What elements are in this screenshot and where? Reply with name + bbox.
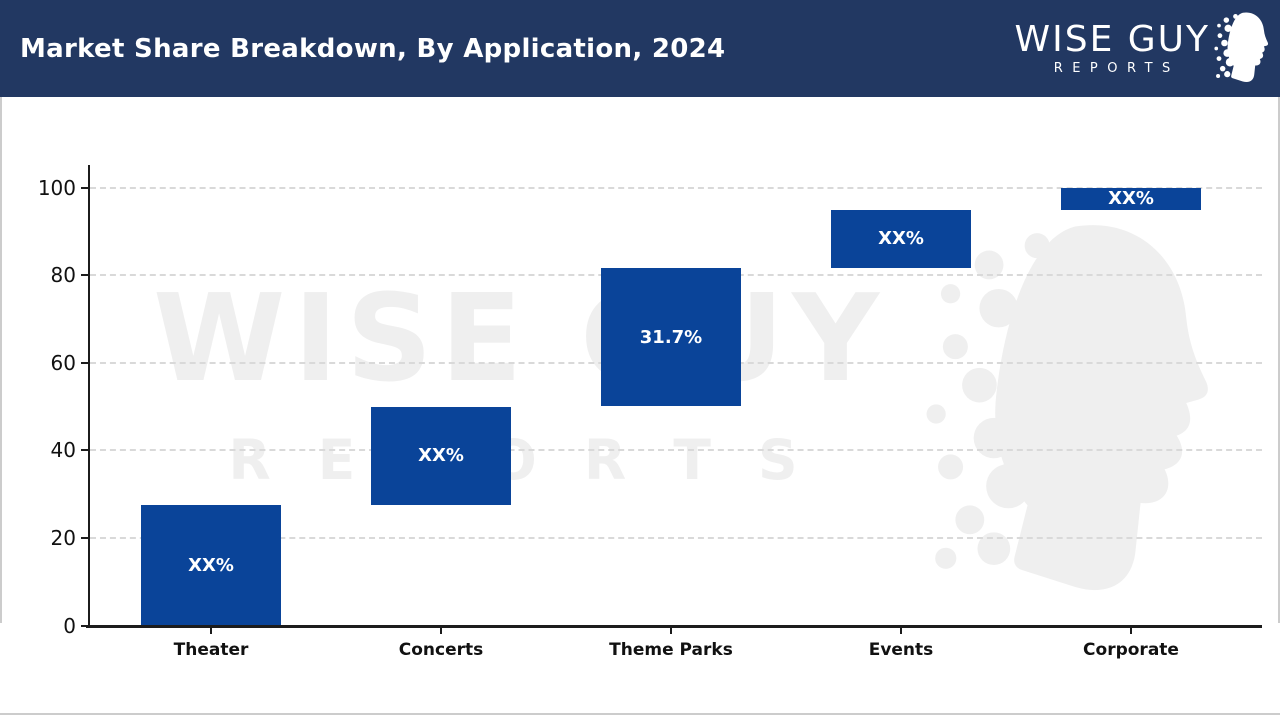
x-tick-mark-4 (900, 628, 902, 634)
logo-head-icon (1214, 12, 1269, 83)
y-tick-label-100: 100 (37, 175, 76, 200)
y-tick-label-60: 60 (50, 350, 76, 375)
gridline-40 (90, 449, 1262, 452)
wiseguy-logo: WISE GUY REPORTS (1015, 10, 1271, 87)
y-tick-mark-100 (81, 186, 89, 189)
y-tick-label-20: 20 (50, 525, 76, 550)
page-title: Market Share Breakdown, By Application, … (20, 33, 726, 64)
wiseguy-logo-text: WISE GUY REPORTS (1015, 21, 1211, 76)
y-tick-label-0: 0 (63, 613, 76, 638)
x-tick-label-5: Corporate (1083, 640, 1179, 660)
bar-value-label: XX% (1108, 188, 1154, 210)
bar-concerts: XX% (371, 406, 511, 506)
x-tick-label-1: Theater (173, 640, 249, 660)
logo-wordmark: WISE GUY (1014, 19, 1210, 61)
watermark-subtitle: R E P O R T S (228, 428, 812, 492)
y-tick-mark-60 (81, 361, 89, 364)
x-tick-mark-3 (670, 628, 672, 634)
bar-theme-parks: 31.7% (601, 267, 741, 407)
logo-subtitle: REPORTS (1053, 60, 1180, 76)
y-tick-mark-40 (81, 449, 89, 452)
x-tick-mark-1 (210, 628, 212, 634)
x-tick-label-4: Events (868, 640, 934, 660)
page-border-bottom (0, 713, 1280, 715)
y-tick-label-40: 40 (50, 438, 76, 463)
watermark-wordmark: WISE GUY (152, 270, 888, 409)
bar-value-label: XX% (188, 554, 234, 576)
bar-events: XX% (831, 210, 971, 268)
watermark-head-icon (926, 225, 1208, 591)
page-border-left (0, 0, 2, 623)
y-tick-mark-80 (81, 274, 89, 277)
y-tick-mark-20 (81, 536, 89, 539)
y-tick-mark-0 (81, 624, 89, 627)
bar-value-label: 31.7% (639, 326, 703, 348)
bar-theater: XX% (141, 505, 281, 626)
x-axis-line (86, 625, 1262, 628)
x-tick-mark-2 (440, 628, 442, 634)
header-bar: Market Share Breakdown, By Application, … (0, 0, 1280, 97)
page-border-right (1278, 0, 1280, 623)
bar-corporate: XX% (1061, 187, 1201, 211)
bar-value-label: XX% (878, 228, 924, 250)
bar-value-label: XX% (418, 445, 464, 467)
x-tick-label-3: Theme Parks (609, 640, 733, 660)
x-tick-label-2: Concerts (398, 640, 484, 660)
x-tick-mark-5 (1130, 628, 1132, 634)
gridline-20 (90, 536, 1262, 539)
y-axis-line (88, 165, 90, 628)
y-tick-label-80: 80 (50, 263, 76, 288)
gridline-100 (90, 186, 1262, 189)
